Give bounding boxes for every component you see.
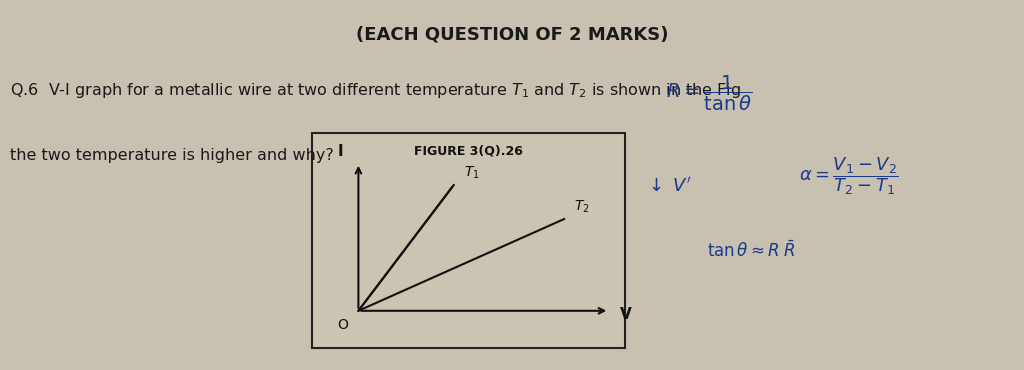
Text: V: V — [620, 307, 631, 322]
Text: the two temperature is higher and why?: the two temperature is higher and why? — [10, 148, 334, 163]
Text: I: I — [337, 144, 343, 159]
Text: FIGURE 3(Q).26: FIGURE 3(Q).26 — [414, 144, 523, 157]
Text: Q.6  V-I graph for a metallic wire at two different temperature $T_1$ and $T_2$ : Q.6 V-I graph for a metallic wire at two… — [10, 81, 741, 100]
Text: $T_1$: $T_1$ — [464, 165, 479, 181]
Text: $\tan\theta \approx R\;\bar{R}$: $\tan\theta \approx R\;\bar{R}$ — [707, 240, 795, 261]
Text: $\downarrow$ $V'$: $\downarrow$ $V'$ — [645, 178, 692, 196]
Text: O: O — [338, 318, 348, 332]
Text: $\alpha = \dfrac{V_1 - V_2}{T_2 - T_1}$: $\alpha = \dfrac{V_1 - V_2}{T_2 - T_1}$ — [799, 155, 898, 197]
Text: $R = \dfrac{1}{\tan\theta}$: $R = \dfrac{1}{\tan\theta}$ — [666, 74, 753, 113]
Bar — [312, 133, 625, 348]
Text: (EACH QUESTION OF 2 MARKS): (EACH QUESTION OF 2 MARKS) — [355, 26, 669, 44]
Text: $T_2$: $T_2$ — [574, 199, 590, 215]
